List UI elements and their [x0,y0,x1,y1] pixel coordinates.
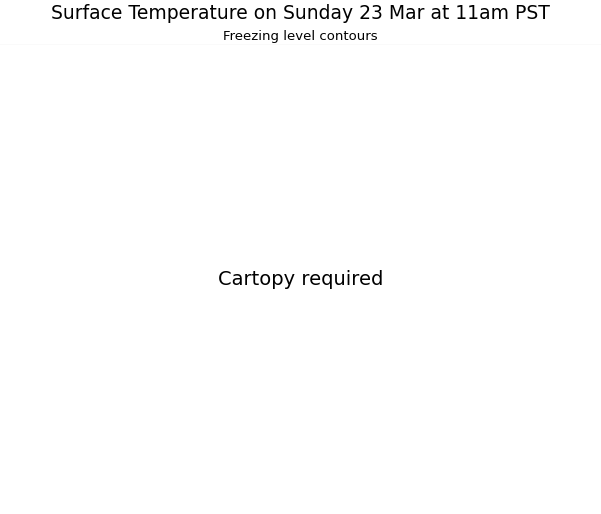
Text: Cartopy required: Cartopy required [218,270,383,289]
Text: Freezing level contours: Freezing level contours [223,30,378,43]
Text: Surface Temperature on Sunday 23 Mar at 11am PST: Surface Temperature on Sunday 23 Mar at … [51,4,550,23]
